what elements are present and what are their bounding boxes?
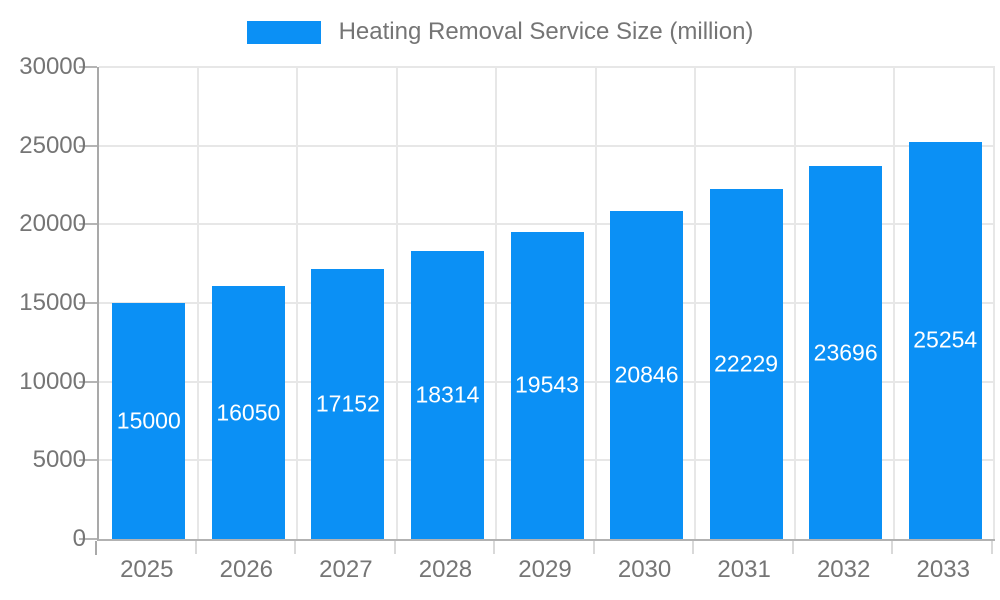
- gridline-vertical: [694, 67, 697, 539]
- x-axis-tick-label: 2031: [717, 556, 771, 583]
- y-axis-tick: [79, 223, 97, 226]
- bar-2026[interactable]: [211, 286, 285, 539]
- bar-value-label: 23696: [813, 339, 878, 366]
- x-axis-tick: [294, 541, 297, 554]
- gridline-horizontal: [99, 144, 995, 147]
- y-axis-tick-label: 15000: [19, 289, 86, 316]
- x-axis-tick-label: 2025: [120, 556, 174, 583]
- y-axis-tick: [79, 302, 97, 304]
- y-axis-tick: [79, 66, 97, 68]
- y-axis-tick: [79, 538, 97, 540]
- bar-value-label: 15000: [116, 407, 181, 434]
- y-axis-tick: [79, 144, 97, 147]
- x-axis-tick: [692, 541, 695, 554]
- x-axis-tick: [791, 541, 794, 554]
- bar-value-label: 16050: [216, 399, 281, 426]
- bar-value-label: 17152: [315, 390, 380, 417]
- y-axis-tick-label: 0: [72, 525, 86, 552]
- y-axis-tick-label: 5000: [32, 446, 86, 474]
- x-axis-tick: [95, 541, 97, 555]
- legend: Heating Removal Service Size (million): [0, 18, 1000, 46]
- y-axis-tick-label: 10000: [19, 367, 86, 395]
- bar-value-label: 19543: [515, 371, 579, 398]
- y-axis-tick: [79, 380, 97, 383]
- bar-value-label: 22229: [714, 350, 779, 377]
- bar-2027[interactable]: [311, 269, 385, 539]
- gridline-vertical: [196, 67, 199, 539]
- x-axis-tick-label: 2027: [319, 556, 373, 583]
- x-axis-tick-label: 2030: [617, 556, 672, 583]
- plot-area: 15000 16050 17152 18314 19543 20846 22229 23696…: [97, 66, 995, 541]
- bar-2029[interactable]: [510, 231, 584, 539]
- gridline-horizontal: [99, 223, 995, 226]
- bar-2028[interactable]: [410, 250, 484, 539]
- x-axis-tick: [493, 541, 496, 554]
- x-axis-tick-label: 2028: [418, 556, 473, 583]
- bar-value-label: 20846: [614, 361, 679, 388]
- bar-2031[interactable]: [709, 189, 783, 539]
- y-axis-tick: [79, 459, 97, 462]
- x-axis-tick: [393, 541, 396, 554]
- bar-2032[interactable]: [809, 166, 883, 539]
- x-axis-tick-label: 2032: [816, 556, 871, 583]
- gridline-vertical: [296, 67, 299, 539]
- gridline-vertical: [594, 67, 597, 539]
- gridline-vertical: [993, 67, 995, 539]
- x-axis-tick: [891, 541, 894, 554]
- x-axis-tick-label: 2029: [518, 556, 572, 583]
- y-axis-tick-label: 25000: [19, 131, 86, 159]
- gridline-horizontal: [99, 66, 995, 68]
- gridline-vertical: [495, 67, 498, 539]
- x-axis-tick-label: 2026: [219, 556, 274, 583]
- legend-swatch: [246, 20, 321, 44]
- bar-2030[interactable]: [610, 211, 684, 539]
- bar-value-label: 25254: [913, 326, 978, 353]
- x-axis-tick: [991, 541, 993, 554]
- bar-2025[interactable]: [112, 303, 186, 539]
- x-axis-tick: [592, 541, 595, 554]
- bar-value-label: 18314: [415, 381, 480, 408]
- legend-label: Heating Removal Service Size (million): [338, 18, 754, 45]
- x-axis-tick: [194, 541, 197, 554]
- gridline-vertical: [793, 67, 796, 539]
- bar-2033[interactable]: [908, 141, 982, 539]
- y-axis-tick-label: 20000: [19, 210, 86, 238]
- gridline-vertical: [395, 67, 398, 539]
- x-axis-tick-label: 2033: [916, 556, 970, 583]
- gridline-vertical: [893, 67, 896, 539]
- legend-item[interactable]: Heating Removal Service Size (million): [246, 18, 754, 46]
- y-axis-tick-label: 30000: [19, 53, 86, 80]
